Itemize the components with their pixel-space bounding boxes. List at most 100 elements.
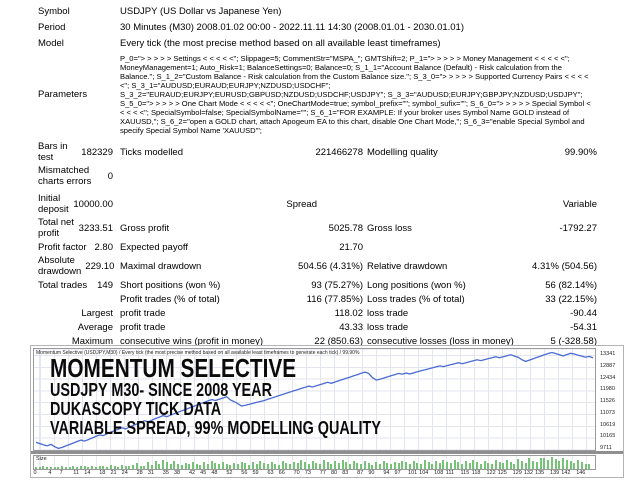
lot-size-bar [214,463,217,469]
lot-size-bar [154,461,157,469]
lot-size-bar [311,461,314,469]
lot-size-bar [109,465,112,469]
lot-size-bar [203,462,206,469]
x-tick-label: 21 [110,470,117,476]
x-tick-label: 108 [434,470,444,476]
lot-size-bar [180,465,183,469]
lot-size-bar [349,464,351,469]
chart-overlay-text: MOMENTUM SELECTIVE USDJPY M30- SINCE 200… [50,355,464,438]
lot-size-bar [61,466,64,469]
lot-size-bar [169,464,172,469]
row-label: consecutive losses (loss in money) [367,335,514,347]
x-tick-label: 4 [48,470,52,476]
lot-size-bar [120,465,123,469]
y-tick-label: 11980 [600,386,615,393]
lot-size-bar [345,462,348,469]
row-value: 0 [107,170,113,182]
lot-size-bar [49,467,52,469]
lot-size-bar [393,462,396,469]
row-label: Total trades [38,279,88,291]
lot-size-bar [199,465,202,469]
lot-size-bar [517,459,520,469]
lot-size-bar [494,460,497,469]
row-value: 33 (22.15%) [545,293,597,305]
lot-size-bar [397,463,400,469]
lot-size-bar [487,463,490,469]
x-tick-label: 18 [99,470,106,476]
row-value: 229.10 [85,260,115,272]
row-label: loss trade [367,307,409,319]
lot-size-bar [363,461,366,469]
overlay-title: MOMENTUM SELECTIVE [50,353,297,383]
lot-size-bar [386,463,389,469]
x-tick-label: 80 [330,470,338,476]
lot-size-bar [221,462,224,469]
lot-size-bar [46,467,49,469]
row-mismatched-charts-errors: Mismatched charts errors 0 [38,165,597,187]
row-label: profit trade [120,321,166,333]
row-label: loss trade [367,321,409,333]
lot-size-bar [259,461,262,469]
balance-plot: Momentum Selective (USDJPY,M30) / Every … [33,348,596,451]
y-tick-label: 10619 [600,421,616,428]
lot-size-bar [588,464,591,469]
lot-size-bar [483,461,486,469]
lot-size-bar [113,466,116,469]
x-tick-label: 90 [368,470,375,476]
x-tick-label: 129 [512,470,522,476]
balance-line [35,351,594,450]
lot-size-bar [289,464,292,469]
lot-size-bar [229,465,232,469]
row-value: 118.02 [334,307,363,319]
row-value: USDJPY (US Dollar vs Japanese Yen) [120,6,282,17]
row-label: Short positions (won %) [120,279,221,291]
parameters-text: P_0="> > > > > Settings < < < < <"; Slip… [120,54,591,135]
row-label: Expected payoff [120,241,188,253]
x-tick-label: 63 [267,470,274,476]
lot-size-bar [300,460,303,469]
row-value: -90.44 [570,307,597,319]
lot-size-bar [438,463,441,469]
lot-size-bar [573,463,576,469]
lot-size-bar [569,461,572,469]
row-label: Absolute drawdown [38,255,82,277]
lot-size-bar [356,463,359,469]
lot-size-bar [285,463,288,469]
lot-size-bar [509,462,512,469]
lot-size-bar [401,461,404,469]
lot-size-bar [128,466,131,469]
lot-size-bar [248,465,251,469]
lot-size-bar [225,464,228,469]
row-model: Model Every tick (the most precise metho… [38,38,597,49]
lot-size-bar [206,464,209,469]
row-label: Modelling quality [367,146,438,158]
lot-size-bar [330,464,333,469]
x-tick-label: 59 [252,470,259,476]
lot-size-bar [528,458,531,469]
lot-size-bar [277,465,280,469]
x-tick-label: 132 [523,470,534,476]
row-label: Ticks modelled [120,146,184,158]
row-value: Average [77,321,113,333]
row-value: 504.56 (4.31%) [298,260,363,272]
row-total-trades: Total trades 149 Short positions (won %) 9… [38,279,597,291]
lot-size-bar [315,463,318,469]
x-tick-label: 45 [200,470,207,476]
row-label: Model [38,38,64,49]
lot-size-bar [319,464,322,469]
lot-size-bar [173,461,176,469]
lot-size-bar [83,466,86,469]
lot-size-bar [236,464,239,469]
lot-size-bar [165,462,168,469]
x-tick-label: 35 [162,470,169,476]
row-value: -1792.27 [559,222,597,234]
x-tick-label: 38 [173,470,181,476]
x-tick-label: 139 [550,470,560,476]
lot-size-bar [502,463,505,469]
x-tick-label: 125 [497,470,507,476]
lot-size-bar [218,464,221,469]
row-value: Largest [81,307,113,319]
lot-size-bar [244,463,247,469]
x-tick-label: 0 [33,470,37,476]
row-value: 93 (75.27%) [311,279,363,291]
